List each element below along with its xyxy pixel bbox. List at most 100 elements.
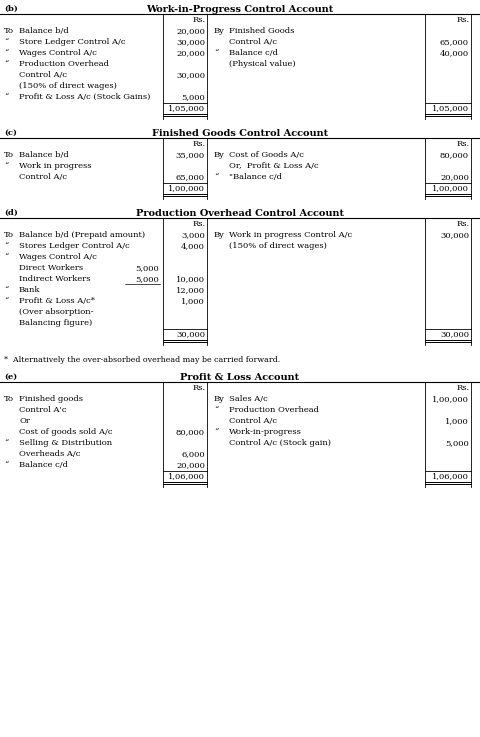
Text: (Physical value): (Physical value) — [229, 60, 296, 68]
Text: To: To — [4, 231, 14, 239]
Text: Rs.: Rs. — [457, 140, 470, 148]
Text: Control A/c: Control A/c — [19, 71, 67, 79]
Text: (c): (c) — [4, 129, 17, 137]
Text: Rs.: Rs. — [193, 16, 206, 24]
Text: Balance c/d: Balance c/d — [19, 461, 68, 469]
Text: Or,  Profit & Loss A/c: Or, Profit & Loss A/c — [229, 162, 319, 170]
Text: Rs.: Rs. — [193, 220, 206, 228]
Text: 5,000: 5,000 — [181, 93, 205, 101]
Text: “: “ — [214, 428, 218, 436]
Text: 1,05,000: 1,05,000 — [168, 104, 205, 112]
Text: 30,000: 30,000 — [440, 231, 469, 239]
Text: “: “ — [4, 439, 8, 447]
Text: 10,000: 10,000 — [176, 275, 205, 283]
Text: (150% of direct wages): (150% of direct wages) — [19, 82, 117, 90]
Text: Rs.: Rs. — [193, 140, 206, 148]
Text: (Over absorption-: (Over absorption- — [19, 308, 94, 316]
Text: Rs.: Rs. — [193, 384, 206, 392]
Text: 65,000: 65,000 — [176, 173, 205, 181]
Text: Selling & Distribution: Selling & Distribution — [19, 439, 112, 447]
Text: (b): (b) — [4, 5, 18, 13]
Text: 6,000: 6,000 — [181, 450, 205, 458]
Text: 20,000: 20,000 — [176, 27, 205, 35]
Text: To: To — [4, 27, 14, 35]
Text: Work in progress Control A/c: Work in progress Control A/c — [229, 231, 352, 239]
Text: (d): (d) — [4, 209, 18, 217]
Text: To: To — [4, 151, 14, 159]
Text: “: “ — [4, 60, 8, 68]
Text: Production Overhead: Production Overhead — [19, 60, 109, 68]
Text: “: “ — [4, 253, 8, 261]
Text: Work-in-progress: Work-in-progress — [229, 428, 302, 436]
Text: "Balance c/d: "Balance c/d — [229, 173, 282, 181]
Text: 30,000: 30,000 — [176, 71, 205, 79]
Text: 5,000: 5,000 — [135, 264, 159, 272]
Text: 65,000: 65,000 — [440, 38, 469, 46]
Text: (e): (e) — [4, 373, 17, 381]
Text: Control A/c (Stock gain): Control A/c (Stock gain) — [229, 439, 331, 447]
Text: “: “ — [4, 38, 8, 46]
Text: 35,000: 35,000 — [176, 151, 205, 159]
Text: Profit & Loss A/c*: Profit & Loss A/c* — [19, 297, 95, 305]
Text: Work-in-Progress Control Account: Work-in-Progress Control Account — [146, 5, 334, 14]
Text: *  Alternatively the over-absorbed overhead may be carried forward.: * Alternatively the over-absorbed overhe… — [4, 356, 280, 364]
Text: 30,000: 30,000 — [440, 330, 469, 338]
Text: 40,000: 40,000 — [440, 49, 469, 57]
Text: By: By — [214, 27, 225, 35]
Text: 1,00,000: 1,00,000 — [432, 184, 469, 192]
Text: 30,000: 30,000 — [176, 38, 205, 46]
Text: Work in progress: Work in progress — [19, 162, 92, 170]
Text: “: “ — [4, 297, 8, 305]
Text: 1,00,000: 1,00,000 — [432, 395, 469, 403]
Text: 5,000: 5,000 — [135, 275, 159, 283]
Text: 12,000: 12,000 — [176, 286, 205, 294]
Text: Balancing figure): Balancing figure) — [19, 319, 92, 327]
Text: 4,000: 4,000 — [181, 242, 205, 250]
Text: “: “ — [4, 93, 8, 101]
Text: “: “ — [4, 286, 8, 294]
Text: Balance b/d (Prepaid amount): Balance b/d (Prepaid amount) — [19, 231, 145, 239]
Text: Cost of Goods A/c: Cost of Goods A/c — [229, 151, 304, 159]
Text: 3,000: 3,000 — [181, 231, 205, 239]
Text: Cost of goods sold A/c: Cost of goods sold A/c — [19, 428, 112, 436]
Text: Production Overhead: Production Overhead — [229, 406, 319, 414]
Text: “: “ — [4, 461, 8, 469]
Text: Control A/c: Control A/c — [19, 173, 67, 181]
Text: Wages Control A/c: Wages Control A/c — [19, 49, 97, 57]
Text: By: By — [214, 395, 225, 403]
Text: 30,000: 30,000 — [176, 330, 205, 338]
Text: Store Ledger Control A/c: Store Ledger Control A/c — [19, 38, 125, 46]
Text: 1,05,000: 1,05,000 — [432, 104, 469, 112]
Text: Finished Goods: Finished Goods — [229, 27, 294, 35]
Text: Stores Ledger Control A/c: Stores Ledger Control A/c — [19, 242, 130, 250]
Text: 1,06,000: 1,06,000 — [168, 472, 205, 480]
Text: 1,06,000: 1,06,000 — [432, 472, 469, 480]
Text: Profit & Loss A/c (Stock Gains): Profit & Loss A/c (Stock Gains) — [19, 93, 150, 101]
Text: “: “ — [214, 173, 218, 181]
Text: Or: Or — [19, 417, 30, 425]
Text: “: “ — [214, 49, 218, 57]
Text: Wages Control A/c: Wages Control A/c — [19, 253, 97, 261]
Text: Rs.: Rs. — [457, 220, 470, 228]
Text: Rs.: Rs. — [457, 384, 470, 392]
Text: Production Overhead Control Account: Production Overhead Control Account — [136, 209, 344, 218]
Text: 20,000: 20,000 — [176, 461, 205, 469]
Text: 1,000: 1,000 — [445, 417, 469, 425]
Text: “: “ — [4, 49, 8, 57]
Text: Sales A/c: Sales A/c — [229, 395, 268, 403]
Text: 20,000: 20,000 — [176, 49, 205, 57]
Text: 20,000: 20,000 — [440, 173, 469, 181]
Text: Overheads A/c: Overheads A/c — [19, 450, 80, 458]
Text: Profit & Loss Account: Profit & Loss Account — [180, 373, 300, 382]
Text: Control A'c: Control A'c — [19, 406, 67, 414]
Text: Balance c/d: Balance c/d — [229, 49, 278, 57]
Text: 1,00,000: 1,00,000 — [168, 184, 205, 192]
Text: Control A/c: Control A/c — [229, 417, 277, 425]
Text: Bank: Bank — [19, 286, 40, 294]
Text: By: By — [214, 151, 225, 159]
Text: Rs.: Rs. — [457, 16, 470, 24]
Text: Direct Workers: Direct Workers — [19, 264, 83, 272]
Text: Balance b/d: Balance b/d — [19, 151, 69, 159]
Text: (150% of direct wages): (150% of direct wages) — [229, 242, 327, 250]
Text: To: To — [4, 395, 14, 403]
